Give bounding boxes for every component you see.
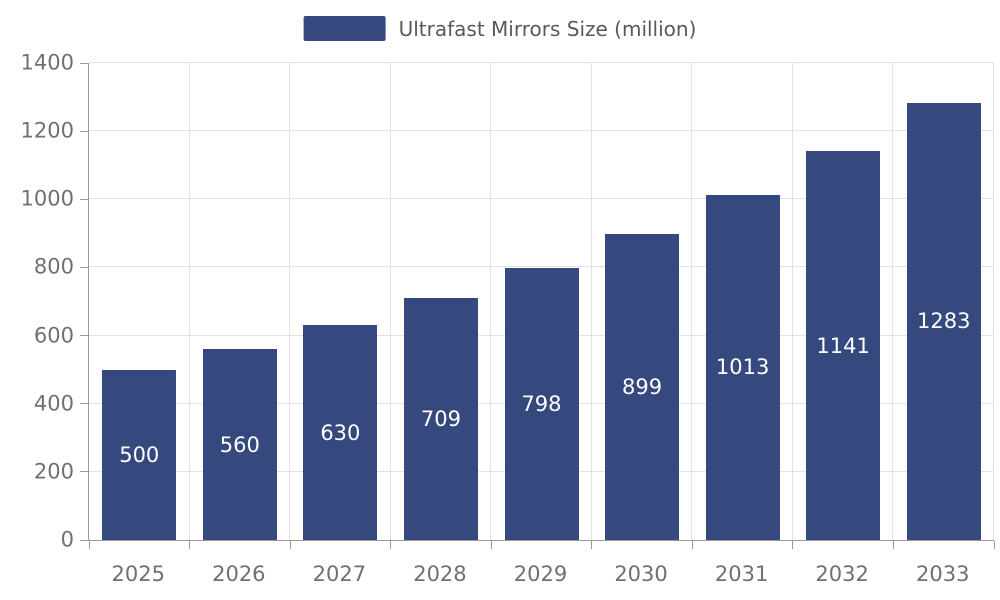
y-axis-labels: 0 200 400 600 800 1000 1200 1400: [0, 52, 74, 550]
x-tick-label: 2032: [815, 562, 869, 586]
bar: 500: [102, 369, 177, 540]
plot-area: 500 560 630 709 798 899 1013 1141 1283: [80, 62, 995, 549]
gridline-vertical: [691, 63, 693, 540]
bar: 1013: [705, 194, 780, 540]
y-tick-label: 400: [33, 391, 74, 416]
y-tick-mark: [80, 130, 88, 132]
y-tick-mark: [80, 539, 88, 541]
gridline-vertical: [389, 63, 391, 540]
bar: 798: [504, 268, 579, 540]
y-tick-mark: [80, 403, 88, 405]
bar: 1141: [806, 151, 881, 540]
x-tick-label: 2025: [111, 562, 165, 586]
x-tick-label: 2033: [915, 562, 970, 586]
gridline-vertical: [993, 63, 994, 540]
bar-value-label: 500: [119, 442, 160, 467]
y-tick-mark: [80, 471, 88, 473]
bar-value-label: 1013: [715, 355, 770, 380]
x-tick-mark: [490, 541, 492, 549]
bar-value-label: 630: [320, 420, 361, 445]
x-tick-mark: [289, 541, 291, 549]
x-tick-mark: [892, 541, 894, 549]
gridline-horizontal: [89, 198, 994, 200]
y-tick-mark: [80, 335, 88, 337]
bar-value-label: 798: [521, 392, 562, 417]
bar-value-label: 709: [420, 407, 461, 432]
x-tick-mark: [88, 541, 90, 549]
bar-value-label: 899: [621, 374, 663, 399]
y-tick-mark: [80, 62, 88, 64]
y-tick-mark: [80, 266, 88, 268]
bar: 560: [202, 349, 277, 540]
gridline-vertical: [791, 63, 793, 540]
x-tick-mark: [993, 541, 995, 549]
y-tick-label: 1200: [20, 118, 74, 143]
y-tick-label: 800: [33, 254, 74, 279]
bar-value-label: 1283: [916, 309, 971, 334]
gridline-horizontal: [89, 266, 994, 268]
bar-value-label: 560: [219, 432, 260, 457]
bar: 1283: [906, 102, 981, 540]
y-tick-mark: [80, 198, 88, 200]
x-axis-labels: 2025 2026 2027 2028 2029 2030 2031 2032 2033: [88, 562, 993, 592]
x-tick-label: 2027: [312, 562, 367, 586]
y-tick-label: 1400: [20, 50, 74, 75]
x-tick-mark: [390, 541, 392, 549]
gridline-vertical: [188, 63, 190, 540]
bar-value-label: 1141: [816, 333, 870, 358]
gridline-horizontal: [89, 62, 994, 63]
x-tick-mark: [189, 541, 191, 549]
bar: 899: [605, 233, 680, 540]
x-tick-label: 2029: [513, 562, 568, 586]
y-tick-label: 0: [60, 527, 74, 552]
x-tick-label: 2026: [212, 562, 266, 586]
x-tick-label: 2031: [714, 562, 769, 586]
x-tick-mark: [691, 541, 693, 549]
x-tick-mark: [792, 541, 794, 549]
gridline-vertical: [289, 63, 291, 540]
gridline-horizontal: [89, 130, 994, 132]
y-tick-label: 1000: [20, 186, 74, 211]
bar: 709: [403, 298, 478, 540]
x-tick-label: 2028: [413, 562, 467, 586]
legend-label: Ultrafast Mirrors Size (million): [398, 16, 697, 41]
gridline-vertical: [590, 63, 592, 540]
x-tick-mark: [591, 541, 593, 549]
y-tick-label: 600: [33, 323, 74, 348]
gridline-vertical: [892, 63, 894, 540]
y-tick-label: 200: [33, 459, 74, 484]
bar: 630: [303, 325, 378, 540]
gridline-vertical: [490, 63, 492, 540]
legend[interactable]: Ultrafast Mirrors Size (million): [303, 16, 697, 41]
legend-swatch-icon: [303, 16, 386, 41]
x-tick-label: 2030: [614, 562, 668, 586]
